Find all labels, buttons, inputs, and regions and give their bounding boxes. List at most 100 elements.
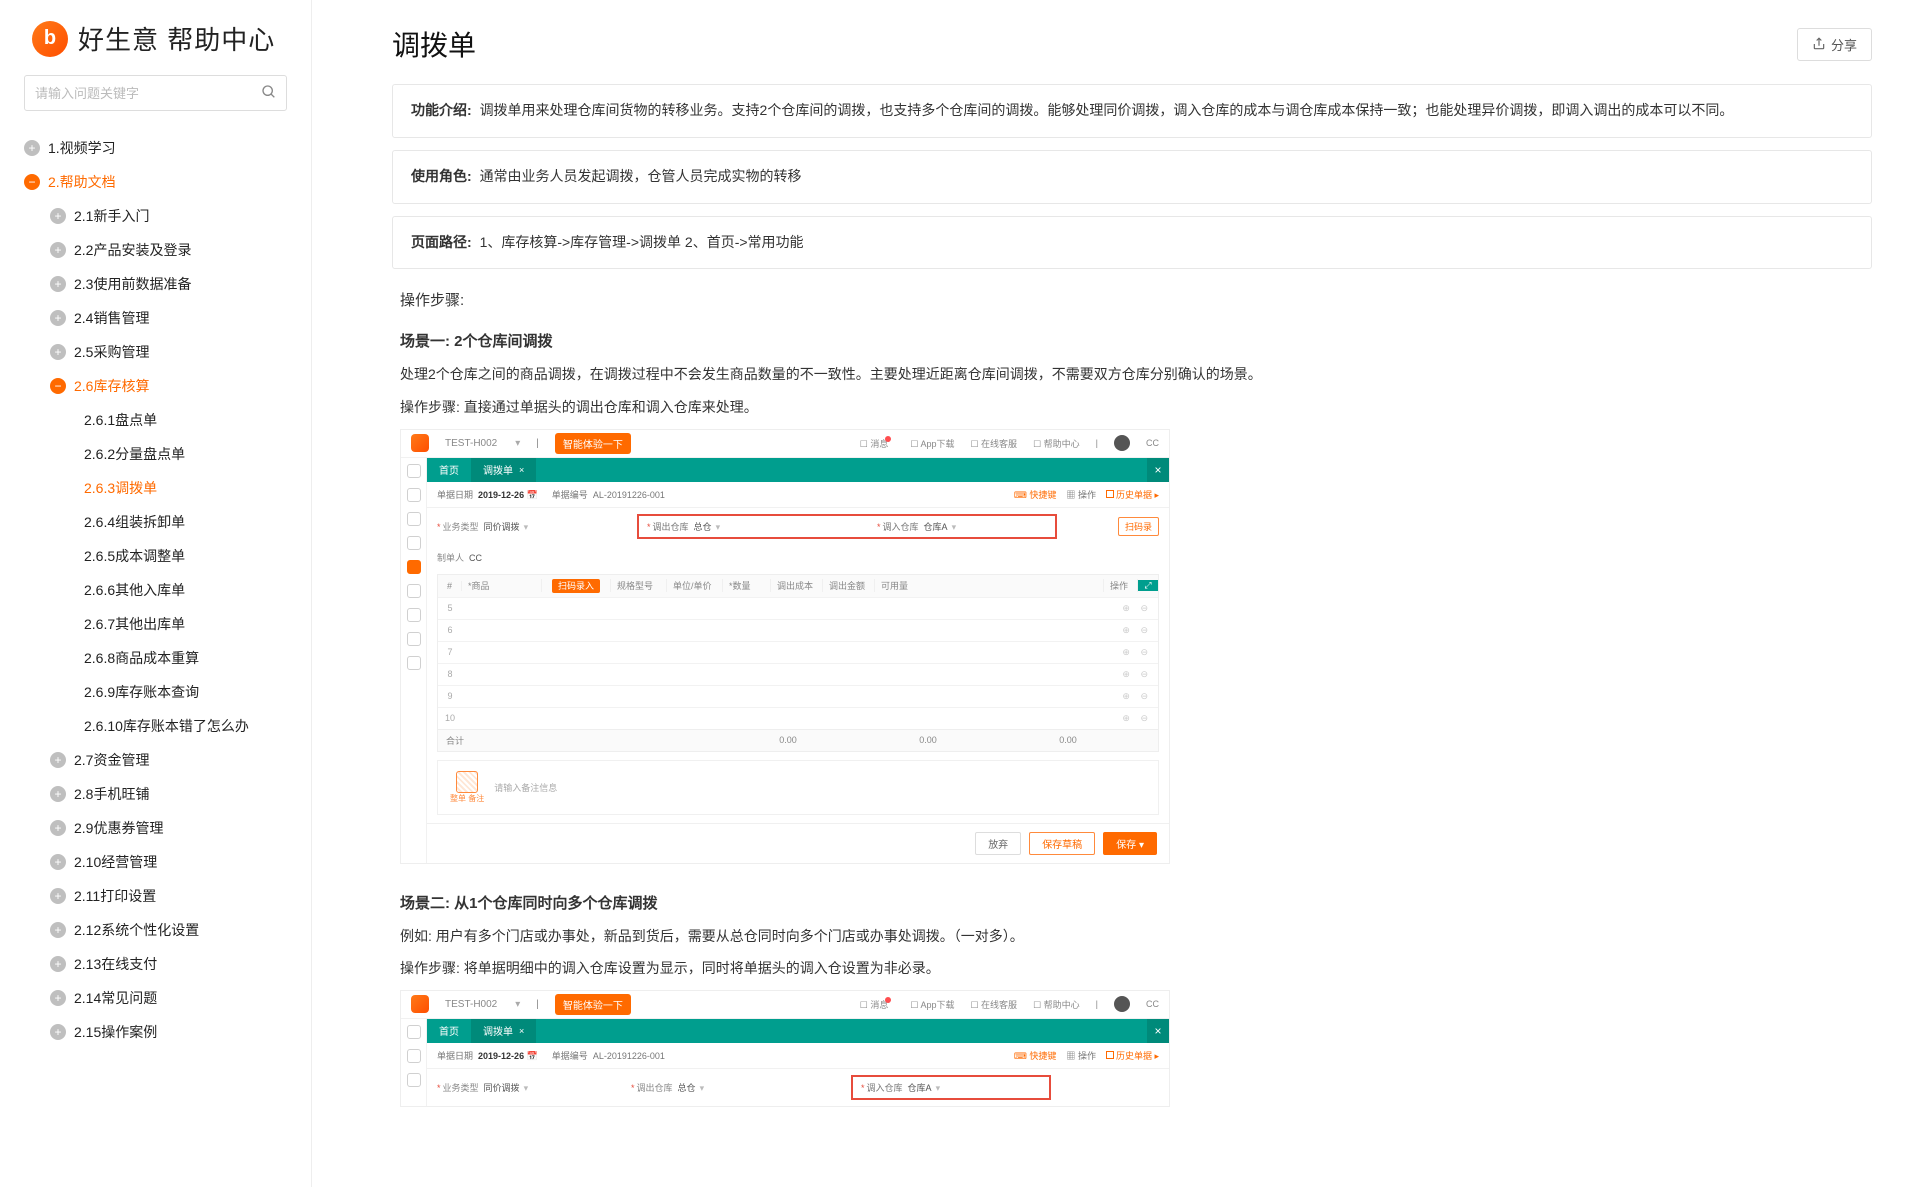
scene1-title: 场景一: 2个仓库间调拨: [400, 330, 1872, 351]
expand-icon: [50, 854, 66, 870]
table-row: 5⊕ ⊖: [438, 597, 1158, 619]
steps-heading: 操作步骤:: [400, 289, 1872, 310]
nav-item-label: 2.6.8商品成本重算: [84, 648, 199, 668]
collapse-icon: [24, 174, 40, 190]
nav-item-label: 2.12系统个性化设置: [74, 920, 199, 940]
nav-item[interactable]: 2.15操作案例: [0, 1015, 311, 1049]
scene2-desc: 例如: 用户有多个门店或办事处，新品到货后，需要从总仓同时向多个门店或办事处调拨…: [400, 923, 1872, 950]
nav-item[interactable]: 2.6.9库存账本查询: [0, 675, 311, 709]
table-row: 7⊕ ⊖: [438, 641, 1158, 663]
expand-icon: [50, 1024, 66, 1040]
nav-item[interactable]: 2.10经营管理: [0, 845, 311, 879]
role-text: 通常由业务人员发起调拨，仓管人员完成实物的转移: [480, 168, 802, 184]
nav-item-label: 2.6库存核算: [74, 376, 149, 396]
nav-item[interactable]: 1.视频学习: [0, 131, 311, 165]
nav-item[interactable]: 2.11打印设置: [0, 879, 311, 913]
shot-save-button: 保存 ▾: [1103, 832, 1157, 855]
nav-item[interactable]: 2.8手机旺铺: [0, 777, 311, 811]
nav-item[interactable]: 2.13在线支付: [0, 947, 311, 981]
shot-draft-button: 保存草稿: [1029, 832, 1095, 855]
nav-item-label: 2.13在线支付: [74, 954, 157, 974]
expand-icon: [50, 310, 66, 326]
shot-tab-home: 首页: [427, 458, 471, 482]
nav-item[interactable]: 2.6.3调拨单: [0, 471, 311, 505]
nav-item-label: 2.15操作案例: [74, 1022, 157, 1042]
table-row: 6⊕ ⊖: [438, 619, 1158, 641]
nav-item-label: 2.3使用前数据准备: [74, 274, 191, 294]
nav-item[interactable]: 2.6.8商品成本重算: [0, 641, 311, 675]
role-box: 使用角色: 通常由业务人员发起调拨，仓管人员完成实物的转移: [392, 150, 1872, 204]
table-row: 10⊕ ⊖: [438, 707, 1158, 729]
expand-icon: [50, 990, 66, 1006]
nav-item-label: 2.5采购管理: [74, 342, 149, 362]
nav-item[interactable]: 2.3使用前数据准备: [0, 267, 311, 301]
nav-item-label: 2.14常见问题: [74, 988, 157, 1008]
intro-box: 功能介绍: 调拨单用来处理仓库间货物的转移业务。支持2个仓库间的调拨，也支持多个…: [392, 84, 1872, 138]
nav-item-label: 2.6.1盘点单: [84, 410, 157, 430]
shot-discard-button: 放弃: [975, 832, 1021, 855]
nav-item[interactable]: 2.7资金管理: [0, 743, 311, 777]
expand-icon: [50, 276, 66, 292]
nav-item-label: 2.4销售管理: [74, 308, 149, 328]
expand-icon: [50, 752, 66, 768]
nav-item[interactable]: 2.5采购管理: [0, 335, 311, 369]
scene2-steps: 操作步骤: 将单据明细中的调入仓库设置为显示，同时将单据头的调入仓设置为非必录。: [400, 955, 1872, 982]
brand: b 好生意 帮助中心: [0, 20, 311, 75]
table-row: 8⊕ ⊖: [438, 663, 1158, 685]
nav-item[interactable]: 2.12系统个性化设置: [0, 913, 311, 947]
nav-item[interactable]: 2.1新手入门: [0, 199, 311, 233]
nav-item-label: 2.1新手入门: [74, 206, 149, 226]
scene1-desc: 处理2个仓库之间的商品调拨，在调拨过程中不会发生商品数量的不一致性。主要处理近距…: [400, 361, 1872, 388]
nav-item-label: 2.6.10库存账本错了怎么办: [84, 716, 249, 736]
brand-title: 好生意 帮助中心: [78, 20, 275, 57]
nav-item[interactable]: 2.6.1盘点单: [0, 403, 311, 437]
nav-item[interactable]: 2.14常见问题: [0, 981, 311, 1015]
nav-item-label: 2.6.4组装拆卸单: [84, 512, 185, 532]
scene2-title: 场景二: 从1个仓库同时向多个仓库调拨: [400, 892, 1872, 913]
collapse-icon: [50, 378, 66, 394]
main: 调拨单 分享 功能介绍: 调拨单用来处理仓库间货物的转移业务。支持2个仓库间的调…: [312, 0, 1912, 1187]
nav-item[interactable]: 2.4销售管理: [0, 301, 311, 335]
share-icon: [1812, 37, 1826, 51]
nav-item[interactable]: 2.6.6其他入库单: [0, 573, 311, 607]
search-wrap: [24, 75, 287, 111]
nav-item[interactable]: 2.6.5成本调整单: [0, 539, 311, 573]
nav-item[interactable]: 2.6.2分量盘点单: [0, 437, 311, 471]
expand-icon: [50, 786, 66, 802]
screenshot-1: TEST-H002 ▾ | 智能体验一下 ☐ 消息 ☐ App下载 ☐ 在线客服…: [400, 429, 1170, 864]
share-button[interactable]: 分享: [1797, 28, 1872, 61]
nav-item-label: 2.6.3调拨单: [84, 478, 157, 498]
nav-item-label: 2.10经营管理: [74, 852, 157, 872]
nav-item-label: 2.6.5成本调整单: [84, 546, 185, 566]
nav-item-label: 2.6.9库存账本查询: [84, 682, 199, 702]
path-box: 页面路径: 1、库存核算->库存管理->调拨单 2、首页->常用功能: [392, 216, 1872, 270]
nav-item[interactable]: 2.6.7其他出库单: [0, 607, 311, 641]
expand-icon: [50, 242, 66, 258]
path-label: 页面路径:: [411, 234, 472, 250]
nav-item[interactable]: 2.6库存核算: [0, 369, 311, 403]
nav-item[interactable]: 2.6.4组装拆卸单: [0, 505, 311, 539]
nav-item-label: 2.帮助文档: [48, 172, 116, 192]
shot-logo-icon: [411, 434, 429, 452]
brand-logo-icon: b: [32, 21, 68, 57]
screenshot-2: TEST-H002 ▾ | 智能体验一下 ☐ 消息 ☐ App下载 ☐ 在线客服…: [400, 990, 1170, 1107]
intro-text: 调拨单用来处理仓库间货物的转移业务。支持2个仓库间的调拨，也支持多个仓库间的调拨…: [480, 102, 1734, 118]
share-label: 分享: [1831, 35, 1857, 54]
scene1-steps: 操作步骤: 直接通过单据头的调出仓库和调入仓库来处理。: [400, 394, 1872, 421]
nav-item[interactable]: 2.6.10库存账本错了怎么办: [0, 709, 311, 743]
nav-item-label: 2.8手机旺铺: [74, 784, 149, 804]
search-input[interactable]: [24, 75, 287, 111]
expand-icon: [50, 344, 66, 360]
nav-item-label: 2.9优惠券管理: [74, 818, 163, 838]
shot-logo-icon: [411, 995, 429, 1013]
role-label: 使用角色:: [411, 168, 472, 184]
shot-tenant: TEST-H002: [445, 438, 497, 449]
expand-icon: [50, 888, 66, 904]
table-row: 9⊕ ⊖: [438, 685, 1158, 707]
nav-item[interactable]: 2.2产品安装及登录: [0, 233, 311, 267]
nav-item[interactable]: 2.9优惠券管理: [0, 811, 311, 845]
nav-item[interactable]: 2.帮助文档: [0, 165, 311, 199]
avatar-icon: [1114, 435, 1130, 451]
nav-item-label: 2.6.6其他入库单: [84, 580, 185, 600]
expand-icon: [50, 208, 66, 224]
